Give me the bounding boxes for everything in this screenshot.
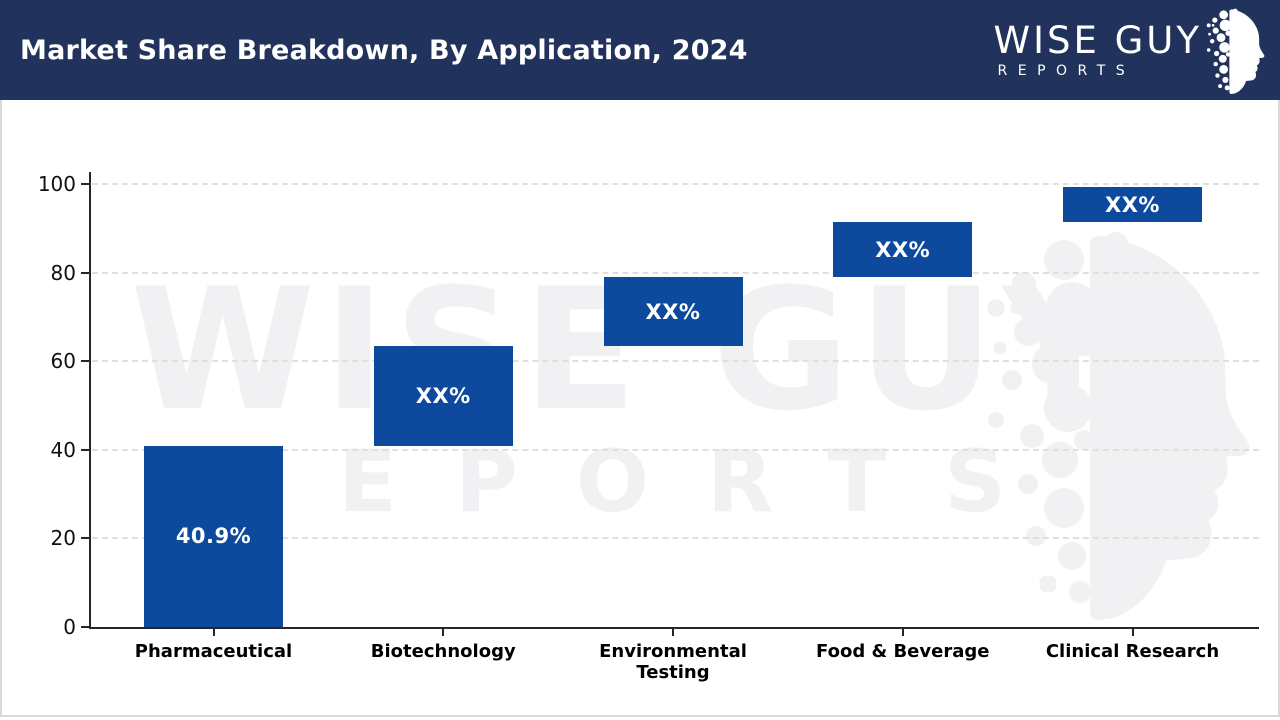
y-tick-mark-80 xyxy=(81,271,90,274)
gridline-60 xyxy=(92,360,1259,363)
bar-segment: XX% xyxy=(833,222,973,278)
y-tick-mark-20 xyxy=(81,537,90,540)
y-tick-label-0: 0 xyxy=(63,615,76,639)
bar-segment: 40.9% xyxy=(144,445,283,627)
bar-value-label: XX% xyxy=(875,237,931,262)
bar-value-label: XX% xyxy=(1105,192,1160,217)
bar-segment: XX% xyxy=(1063,187,1202,223)
x-axis-spine xyxy=(89,627,1259,629)
bar-segment: XX% xyxy=(603,277,743,346)
y-axis-spine xyxy=(89,172,91,629)
gridline-20 xyxy=(92,537,1259,540)
chart-area: WISE GUY REPORTS 0 20 40 60 80 100 40.9% Pharma… xyxy=(0,100,1280,717)
x-category-label: Food & Beverage xyxy=(816,641,990,662)
watermark-text-line2: REPORTS xyxy=(214,432,1065,532)
y-tick-label-60: 60 xyxy=(50,349,76,374)
brand-wordmark: WISE GUY REPORTS xyxy=(994,22,1202,79)
bar-segment: XX% xyxy=(373,345,513,446)
y-tick-label-20: 20 xyxy=(50,526,76,551)
bar-value-label: 40.9% xyxy=(175,524,252,549)
gridline-100 xyxy=(92,183,1259,185)
brand-logo: WISE GUY REPORTS xyxy=(994,6,1266,94)
x-tick-mark xyxy=(672,627,674,636)
y-tick-label-100: 100 xyxy=(37,172,76,196)
y-tick-label-40: 40 xyxy=(50,437,76,462)
gridline-80 xyxy=(92,271,1259,274)
x-tick-mark xyxy=(901,627,904,636)
bar-value-label: XX% xyxy=(645,299,701,324)
y-tick-mark-100 xyxy=(81,183,90,185)
y-tick-mark-40 xyxy=(81,448,90,451)
x-tick-mark xyxy=(442,627,445,636)
x-category-label: Environmental Testing xyxy=(599,641,747,683)
gridline-40 xyxy=(92,448,1259,451)
y-tick-mark-0 xyxy=(81,626,90,628)
page-title: Market Share Breakdown, By Application, … xyxy=(20,34,748,66)
x-category-label: Biotechnology xyxy=(370,641,516,662)
x-tick-mark xyxy=(1131,627,1134,636)
brand-subtitle: REPORTS xyxy=(997,62,1136,79)
x-category-label: Pharmaceutical xyxy=(134,641,293,662)
x-category-label: Clinical Research xyxy=(1045,641,1220,662)
x-tick-mark xyxy=(212,627,215,636)
bar-value-label: XX% xyxy=(415,383,471,408)
y-tick-label-80: 80 xyxy=(50,260,76,285)
header: Market Share Breakdown, By Application, … xyxy=(0,0,1280,100)
y-tick-mark-60 xyxy=(81,360,90,363)
brand-name: WISE GUY xyxy=(993,18,1202,62)
